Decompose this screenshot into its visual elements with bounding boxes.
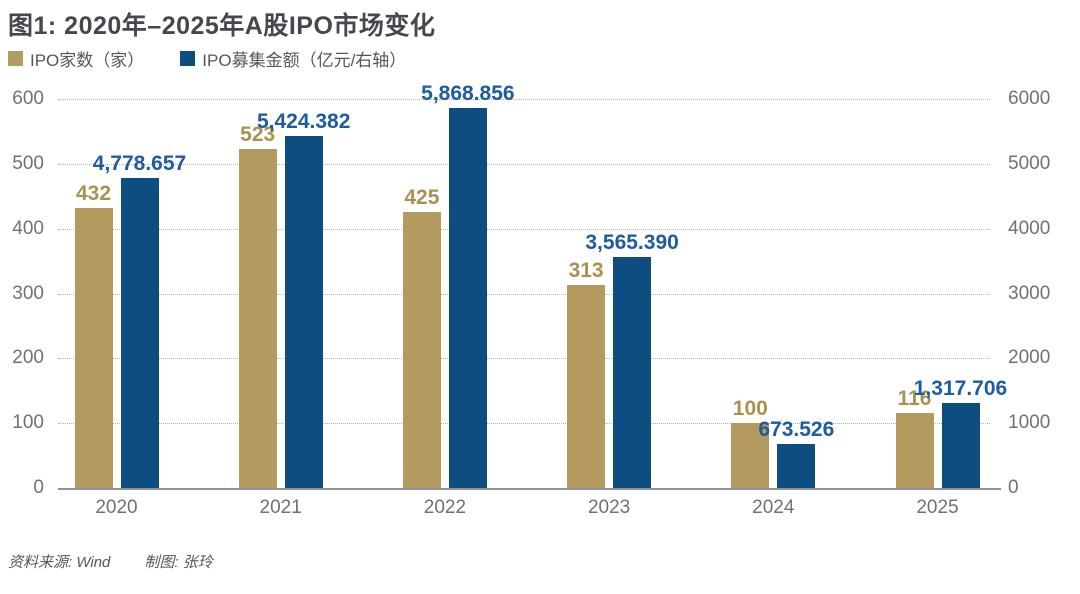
bar-ipo-amount-2022 — [448, 107, 487, 488]
grid-line — [58, 163, 990, 165]
x-axis-baseline — [58, 488, 1001, 490]
bar-ipo-amount-2023 — [613, 256, 652, 488]
bar-ipo-count-2020 — [74, 207, 113, 488]
legend-label-ipo-count: IPO家数（家） — [30, 51, 145, 70]
left-axis-tick-label: 300 — [12, 282, 44, 304]
left-axis-tick-label: 200 — [12, 347, 44, 369]
value-label-ipo-amount-2020: 4,778.657 — [92, 152, 187, 176]
x-axis-year-label-2025: 2025 — [916, 497, 959, 518]
value-label-ipo-amount-2024: 673.526 — [758, 418, 835, 442]
right-axis-tick-label: 5000 — [1008, 152, 1051, 174]
bar-ipo-count-2025 — [895, 412, 934, 488]
value-label-ipo-count-2020: 432 — [75, 181, 112, 205]
bar-ipo-amount-2024 — [777, 444, 816, 488]
chart-credit-note: 制图: 张玲 — [144, 554, 213, 571]
bar-ipo-count-2021 — [238, 148, 277, 488]
value-label-ipo-amount-2021: 5,424.382 — [256, 110, 351, 134]
right-axis-tick-label: 3000 — [1008, 282, 1051, 304]
value-label-ipo-count-2021: 523 — [240, 122, 276, 146]
bar-ipo-amount-2025 — [941, 402, 980, 488]
value-label-ipo-amount-2022: 5,868.856 — [421, 81, 515, 105]
legend-label-ipo-amount: IPO募集金额（亿元/右轴） — [202, 51, 407, 70]
right-axis-tick-label: 1000 — [1008, 412, 1051, 434]
legend-item-ipo-count: IPO家数（家） — [8, 46, 144, 71]
left-axis-tick-label: 100 — [12, 412, 44, 434]
value-label-ipo-amount-2023: 3,565.390 — [585, 230, 679, 254]
value-label-ipo-count-2022: 425 — [404, 186, 440, 210]
left-axis-tick-label: 600 — [12, 88, 44, 109]
x-axis-year-label-2022: 2022 — [423, 497, 467, 518]
chart-legend: IPO家数（家） IPO募集金额（亿元/右轴） — [8, 46, 406, 71]
legend-swatch-ipo-amount-icon — [180, 51, 196, 66]
grid-line — [58, 358, 990, 360]
x-axis-year-label-2023: 2023 — [587, 497, 631, 518]
x-axis-year-label-2020: 2020 — [95, 497, 138, 518]
value-label-ipo-count-2023: 313 — [568, 259, 604, 283]
legend-item-ipo-amount: IPO募集金额（亿元/右轴） — [180, 46, 406, 71]
right-axis-tick-label: 0 — [1008, 477, 1019, 498]
bar-ipo-count-2023 — [567, 285, 606, 488]
grid-line — [58, 228, 990, 230]
grid-line — [58, 293, 990, 295]
grid-line — [58, 99, 990, 100]
value-label-ipo-count-2024: 100 — [732, 397, 768, 421]
bar-ipo-amount-2021 — [284, 136, 323, 488]
bar-ipo-count-2024 — [731, 423, 770, 488]
x-axis-year-label-2024: 2024 — [752, 497, 795, 518]
chart-title: 图1: 2020年–2025年A股IPO市场变化 — [8, 12, 436, 40]
left-axis-tick-label: 400 — [12, 217, 44, 239]
right-axis-tick-label: 4000 — [1008, 217, 1051, 239]
left-axis-tick-label: 500 — [12, 152, 44, 174]
value-label-ipo-amount-2025: 1,317.706 — [913, 376, 1008, 400]
right-axis-tick-label: 2000 — [1008, 347, 1051, 369]
legend-swatch-ipo-count-icon — [8, 51, 23, 66]
right-axis-tick-label: 6000 — [1008, 88, 1051, 109]
x-axis-year-label-2021: 2021 — [259, 497, 302, 518]
bar-ipo-count-2022 — [402, 212, 441, 488]
value-label-ipo-count-2025: 116 — [897, 386, 932, 410]
bar-ipo-amount-2020 — [120, 178, 159, 488]
grid-line — [58, 423, 990, 425]
left-axis-tick-label: 0 — [33, 477, 44, 498]
chart-footer: 资料来源: Wind 制图: 张玲 — [8, 551, 213, 572]
data-source-note: 资料来源: Wind — [8, 554, 111, 571]
